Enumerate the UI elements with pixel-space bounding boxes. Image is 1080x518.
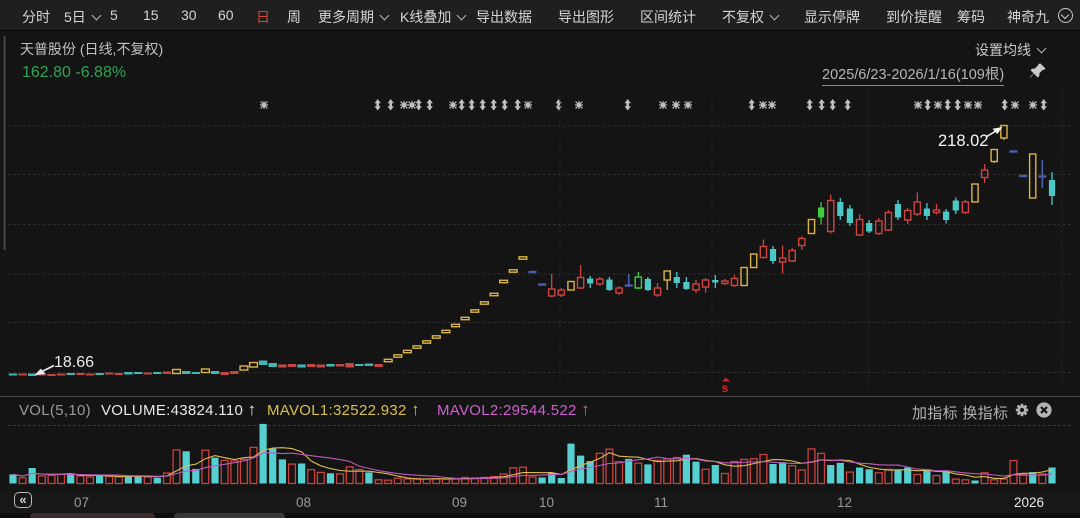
svg-text:18.66: 18.66 (54, 354, 94, 371)
svg-text:s: s (722, 381, 729, 395)
svg-text:218.02: 218.02 (938, 132, 988, 150)
